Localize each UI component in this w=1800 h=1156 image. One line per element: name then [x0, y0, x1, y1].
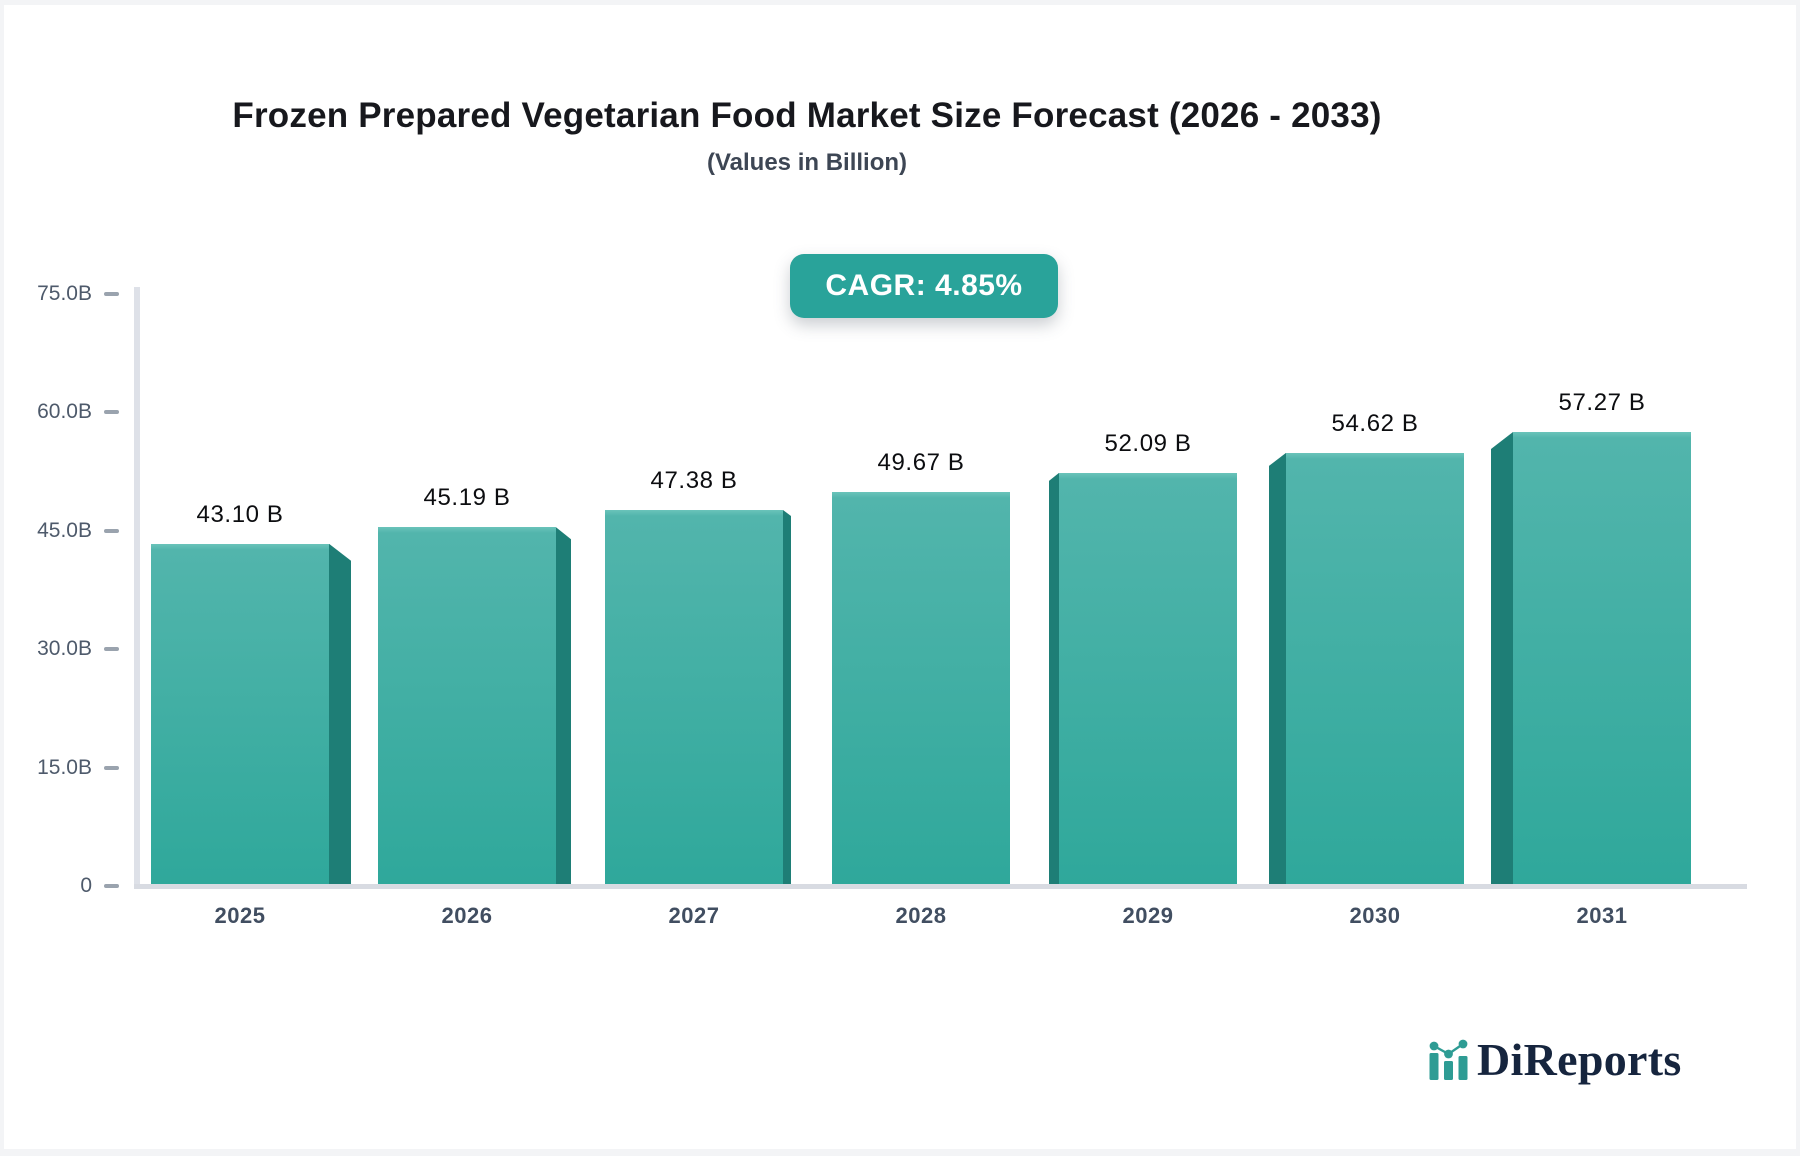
cagr-badge-label: CAGR: 4.85% — [825, 269, 1023, 302]
bar-side-face-2030 — [1269, 452, 1286, 884]
y-axis-tick-mark — [104, 884, 119, 888]
y-axis-tick-mark — [104, 292, 119, 296]
bar-2028[interactable] — [832, 491, 1010, 884]
x-axis-label-2026: 2026 — [441, 903, 493, 928]
bar-value-label-2026: 45.19 B — [423, 484, 511, 512]
y-axis-tick-mark — [104, 647, 119, 652]
y-axis-tick-label: 45.0B — [37, 518, 92, 542]
x-axis-label-2031: 2031 — [1576, 903, 1628, 928]
direports-logo[interactable]: DiReports — [1428, 1034, 1682, 1086]
bar-2026[interactable] — [378, 527, 556, 884]
x-axis-label-2025: 2025 — [214, 903, 266, 928]
bar-side-face-2029 — [1049, 472, 1059, 884]
chart-subtitle: (Values in Billion) — [706, 149, 908, 176]
bar-2029[interactable] — [1059, 472, 1237, 884]
bar-side-face-2027 — [783, 510, 791, 884]
y-axis-tick-label: 0 — [80, 874, 92, 897]
y-axis-tick-mark — [104, 765, 119, 770]
bar-2030[interactable] — [1286, 452, 1464, 884]
y-axis-tick-label: 30.0B — [37, 637, 92, 661]
cagr-badge: CAGR: 4.85% — [790, 254, 1058, 318]
y-axis-tick-label: 60.0B — [37, 400, 92, 424]
x-axis-line — [134, 884, 1747, 889]
bar-value-label-2028: 49.67 B — [877, 448, 965, 476]
bar-2025[interactable] — [151, 543, 329, 884]
x-axis-label-2029: 2029 — [1122, 903, 1174, 928]
y-axis-tick-label: 75.0B — [37, 282, 92, 305]
bar-value-label-2031: 57.27 B — [1558, 388, 1646, 416]
x-axis-label-2027: 2027 — [668, 903, 720, 928]
x-axis-label-2030: 2030 — [1349, 903, 1401, 928]
y-axis-tick-mark — [104, 528, 119, 533]
y-axis-line — [134, 287, 140, 886]
bar-side-face-2031 — [1491, 431, 1513, 884]
mini-bar-line-chart-icon — [1429, 1039, 1468, 1080]
bar-side-face-2026 — [556, 527, 571, 884]
bar-side-face-2025 — [329, 543, 351, 884]
bar-2031[interactable] — [1513, 431, 1691, 884]
bar-value-label-2025: 43.10 B — [196, 500, 284, 528]
y-axis-tick-mark — [104, 410, 119, 415]
bar-value-label-2030: 54.62 B — [1331, 409, 1419, 437]
logo-text: DiReports — [1477, 1034, 1682, 1085]
chart-title: Frozen Prepared Vegetarian Food Market S… — [232, 96, 1382, 135]
bar-value-label-2027: 47.38 B — [650, 467, 738, 494]
y-axis-tick-label: 15.0B — [37, 755, 92, 779]
bar-value-label-2029: 52.09 B — [1104, 429, 1192, 457]
x-axis-label-2028: 2028 — [895, 903, 947, 928]
bar-2027[interactable] — [605, 510, 783, 884]
